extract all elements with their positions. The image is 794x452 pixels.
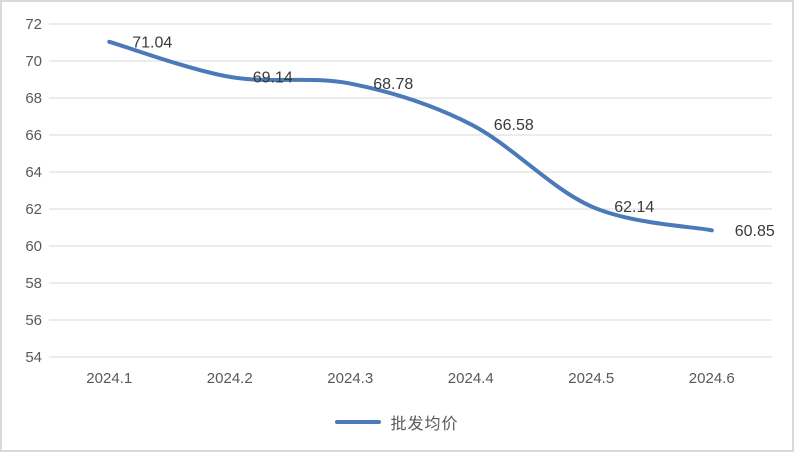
- x-axis-tick-label: 2024.2: [207, 370, 253, 387]
- data-label: 69.14: [253, 69, 293, 86]
- y-axis-tick-label: 58: [25, 275, 42, 292]
- data-label: 60.85: [735, 223, 775, 240]
- data-label: 66.58: [494, 117, 534, 134]
- x-axis-tick-label: 2024.6: [689, 370, 735, 387]
- x-axis-tick-label: 2024.4: [448, 370, 494, 387]
- y-axis-tick-label: 56: [25, 312, 42, 329]
- y-axis-tick-label: 72: [25, 16, 42, 33]
- y-axis-tick-label: 70: [25, 53, 42, 70]
- legend-series-label: 批发均价: [390, 416, 459, 433]
- y-axis-tick-label: 62: [25, 201, 42, 218]
- series-line: [107, 39, 714, 233]
- x-axis-tick-label: 2024.1: [86, 370, 132, 387]
- y-axis-tick-label: 60: [25, 238, 42, 255]
- data-label: 71.04: [132, 34, 172, 51]
- data-label: 62.14: [614, 199, 654, 216]
- x-axis-tick-label: 2024.5: [568, 370, 614, 387]
- data-label: 68.78: [373, 76, 413, 93]
- y-axis-tick-label: 64: [25, 164, 42, 181]
- legend-line-swatch: [335, 420, 382, 424]
- y-axis-tick-label: 54: [25, 349, 42, 366]
- legend[interactable]: 批发均价: [2, 410, 792, 434]
- y-axis-tick-label: 66: [25, 127, 42, 144]
- x-axis-tick-label: 2024.3: [327, 370, 373, 387]
- y-axis-tick-label: 68: [25, 90, 42, 107]
